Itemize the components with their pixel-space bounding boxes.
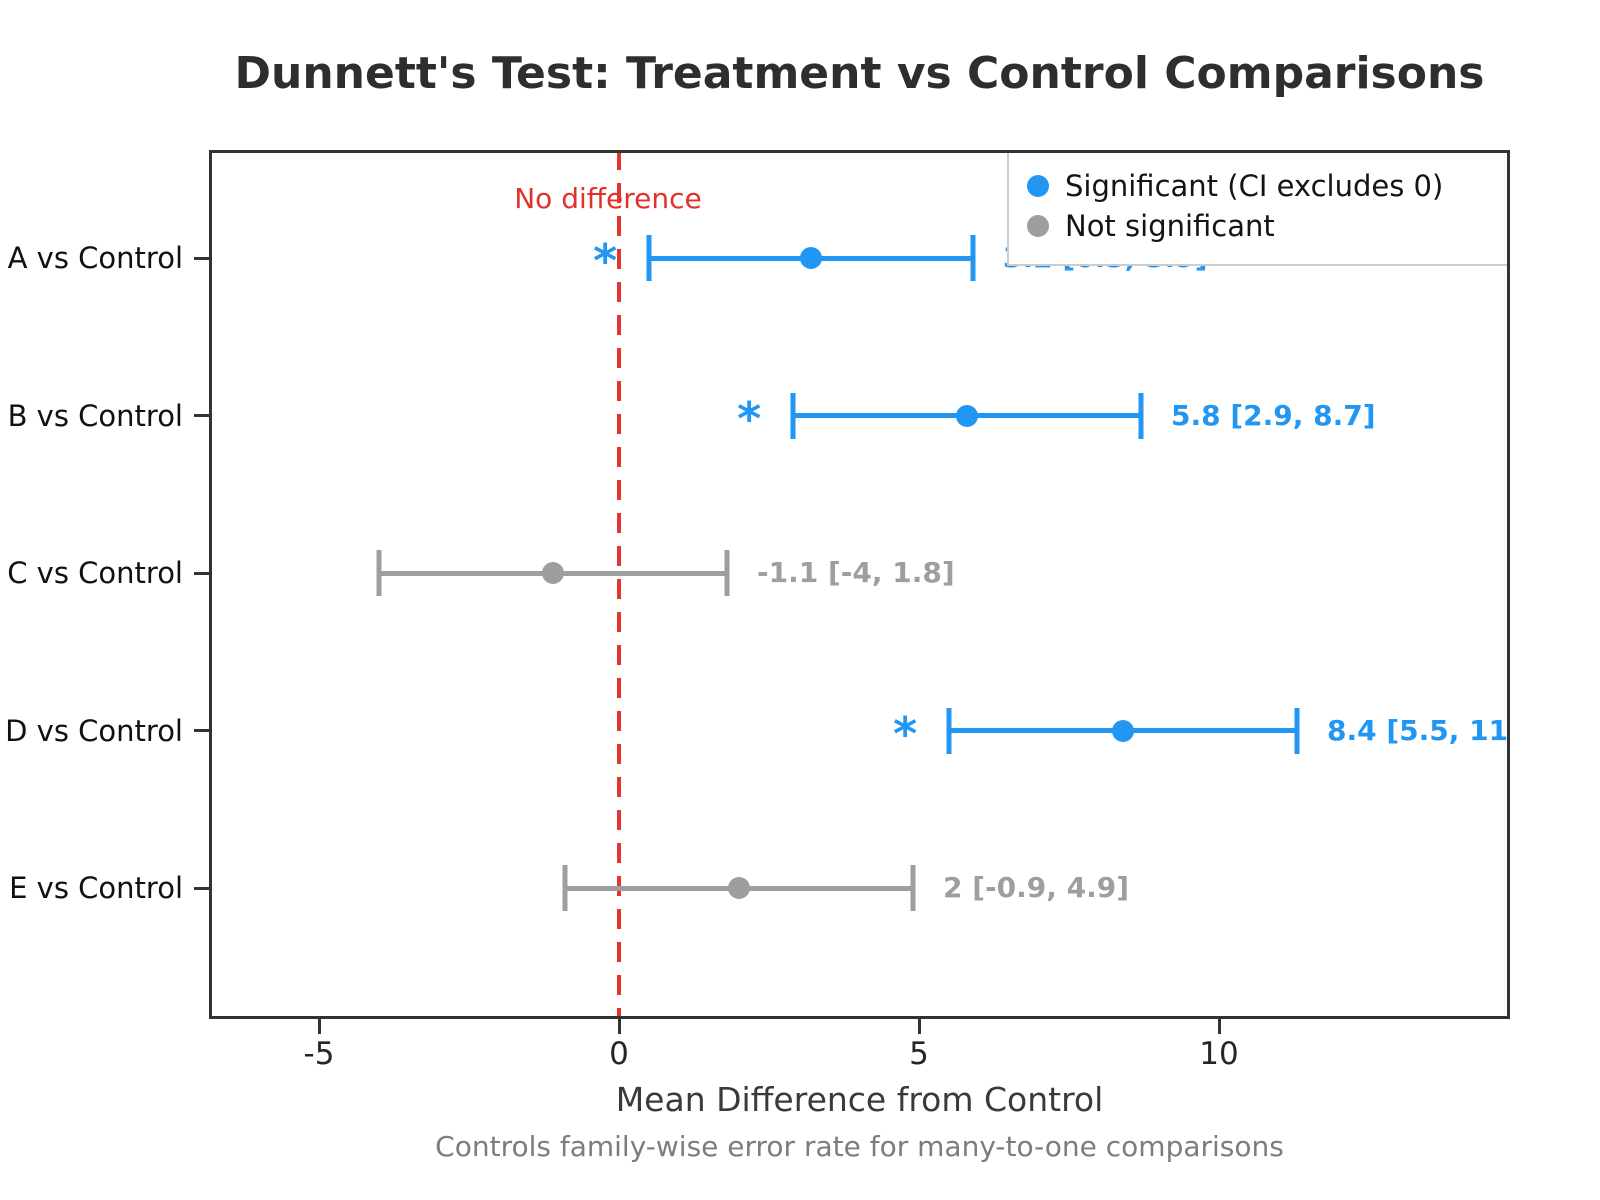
x-axis-title: Mean Difference from Control	[615, 1080, 1104, 1119]
mean-point	[800, 247, 822, 269]
mean-point	[956, 404, 978, 427]
y-axis-label: C vs Control	[7, 556, 183, 590]
y-tick-mark	[194, 256, 209, 260]
y-tick-mark	[194, 886, 209, 890]
ci-lower-cap	[646, 235, 652, 281]
significant-dot-icon	[1027, 175, 1049, 197]
significance-asterisk: *	[737, 391, 762, 446]
x-tick-label: 0	[609, 1036, 629, 1072]
mean-point	[728, 877, 750, 899]
not-significant-dot-icon	[1027, 215, 1049, 237]
ci-upper-cap	[1294, 707, 1300, 754]
estimate-annotation: 5.8 [2.9, 8.7]	[1171, 398, 1376, 432]
x-tick-label: 5	[909, 1036, 929, 1072]
x-tick-label: 10	[1199, 1036, 1239, 1072]
x-tick-mark	[617, 1019, 621, 1034]
ci-upper-cap	[910, 865, 916, 911]
legend: Significant (CI excludes 0) Not signific…	[1007, 150, 1510, 266]
ci-upper-cap	[970, 235, 976, 281]
significance-asterisk: *	[593, 233, 618, 288]
ci-lower-cap	[946, 707, 952, 754]
x-tick-label: -5	[303, 1036, 335, 1072]
y-axis-label: E vs Control	[9, 871, 183, 905]
no-difference-label: No difference	[514, 182, 702, 215]
chart-title: Dunnett's Test: Treatment vs Control Com…	[234, 48, 1485, 99]
legend-label-not-significant: Not significant	[1065, 209, 1275, 243]
x-tick-mark	[917, 1019, 921, 1034]
x-tick-mark	[317, 1019, 321, 1034]
ci-lower-cap	[376, 550, 382, 596]
mean-point	[1112, 719, 1134, 742]
x-axis-subtitle: Controls family-wise error rate for many…	[435, 1130, 1284, 1163]
legend-label-significant: Significant (CI excludes 0)	[1065, 169, 1444, 203]
y-axis-label: A vs Control	[7, 241, 183, 275]
ci-upper-cap	[1138, 392, 1144, 439]
significance-asterisk: *	[893, 706, 918, 761]
zero-reference-line	[617, 150, 621, 1019]
y-tick-mark	[194, 729, 209, 732]
ci-upper-cap	[724, 550, 730, 596]
mean-point	[542, 562, 564, 584]
legend-item-not-significant: Not significant	[1027, 206, 1508, 246]
estimate-annotation: -1.1 [-4, 1.8]	[757, 556, 955, 589]
x-tick-mark	[1217, 1019, 1221, 1034]
y-axis-label: D vs Control	[5, 713, 183, 748]
y-axis-label: B vs Control	[7, 398, 183, 433]
ci-lower-cap	[562, 865, 568, 911]
y-tick-mark	[194, 414, 209, 417]
plot-area: No difference 3.2 [0.5, 5.9]*5.8 [2.9, 8…	[209, 150, 1510, 1019]
y-tick-mark	[194, 571, 209, 575]
legend-item-significant: Significant (CI excludes 0)	[1027, 166, 1508, 206]
ci-lower-cap	[790, 392, 796, 439]
estimate-annotation: 8.4 [5.5, 11.3]	[1327, 713, 1510, 747]
estimate-annotation: 2 [-0.9, 4.9]	[943, 871, 1130, 904]
